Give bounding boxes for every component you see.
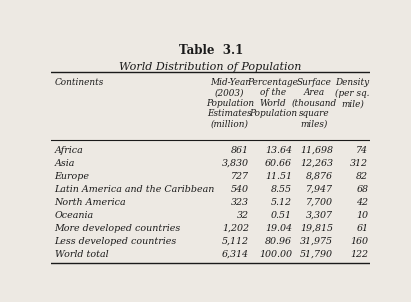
Text: More developed countries: More developed countries	[55, 224, 181, 233]
Text: 82: 82	[356, 172, 368, 181]
Text: 13.64: 13.64	[265, 146, 292, 155]
Text: 0.51: 0.51	[271, 211, 292, 220]
Text: 60.66: 60.66	[265, 159, 292, 168]
Text: 19,815: 19,815	[300, 224, 333, 233]
Text: 861: 861	[231, 146, 249, 155]
Text: Mid-Year
(2003)
Population
Estimates
(million): Mid-Year (2003) Population Estimates (mi…	[206, 78, 254, 129]
Text: 5,112: 5,112	[222, 237, 249, 246]
Text: 540: 540	[231, 185, 249, 194]
Text: 11,698: 11,698	[300, 146, 333, 155]
Text: 7,700: 7,700	[306, 198, 333, 207]
Text: 10: 10	[356, 211, 368, 220]
Text: Asia: Asia	[55, 159, 75, 168]
Text: 51,790: 51,790	[300, 250, 333, 259]
Text: 68: 68	[356, 185, 368, 194]
Text: World Distribution of Population: World Distribution of Population	[120, 62, 302, 72]
Text: 8.55: 8.55	[271, 185, 292, 194]
Text: 74: 74	[356, 146, 368, 155]
Text: Surface
Area
(thousand
square
miles): Surface Area (thousand square miles)	[291, 78, 337, 129]
Text: 6,314: 6,314	[222, 250, 249, 259]
Text: Latin America and the Caribbean: Latin America and the Caribbean	[55, 185, 215, 194]
Text: World total: World total	[55, 250, 108, 259]
Text: 31,975: 31,975	[300, 237, 333, 246]
Text: 160: 160	[350, 237, 368, 246]
Text: Density
(per sq.
mile): Density (per sq. mile)	[335, 78, 369, 108]
Text: 80.96: 80.96	[265, 237, 292, 246]
Text: 3,307: 3,307	[306, 211, 333, 220]
Text: 3,830: 3,830	[222, 159, 249, 168]
Text: 323: 323	[231, 198, 249, 207]
Text: North America: North America	[55, 198, 126, 207]
Text: 100.00: 100.00	[259, 250, 292, 259]
Text: 19.04: 19.04	[265, 224, 292, 233]
Text: 5.12: 5.12	[271, 198, 292, 207]
Text: 61: 61	[356, 224, 368, 233]
Text: 32: 32	[237, 211, 249, 220]
Text: 8,876: 8,876	[306, 172, 333, 181]
Text: Oceania: Oceania	[55, 211, 94, 220]
Text: 11.51: 11.51	[265, 172, 292, 181]
Text: Europe: Europe	[55, 172, 90, 181]
Text: Africa: Africa	[55, 146, 83, 155]
Text: Percentage
of the
World
Population: Percentage of the World Population	[247, 78, 298, 118]
Text: Table  3.1: Table 3.1	[178, 44, 243, 57]
Text: 727: 727	[231, 172, 249, 181]
Text: 122: 122	[350, 250, 368, 259]
Text: Continents: Continents	[55, 78, 104, 87]
Text: Less developed countries: Less developed countries	[55, 237, 177, 246]
Text: 12,263: 12,263	[300, 159, 333, 168]
Text: 42: 42	[356, 198, 368, 207]
Text: 312: 312	[350, 159, 368, 168]
Text: 1,202: 1,202	[222, 224, 249, 233]
Text: 7,947: 7,947	[306, 185, 333, 194]
